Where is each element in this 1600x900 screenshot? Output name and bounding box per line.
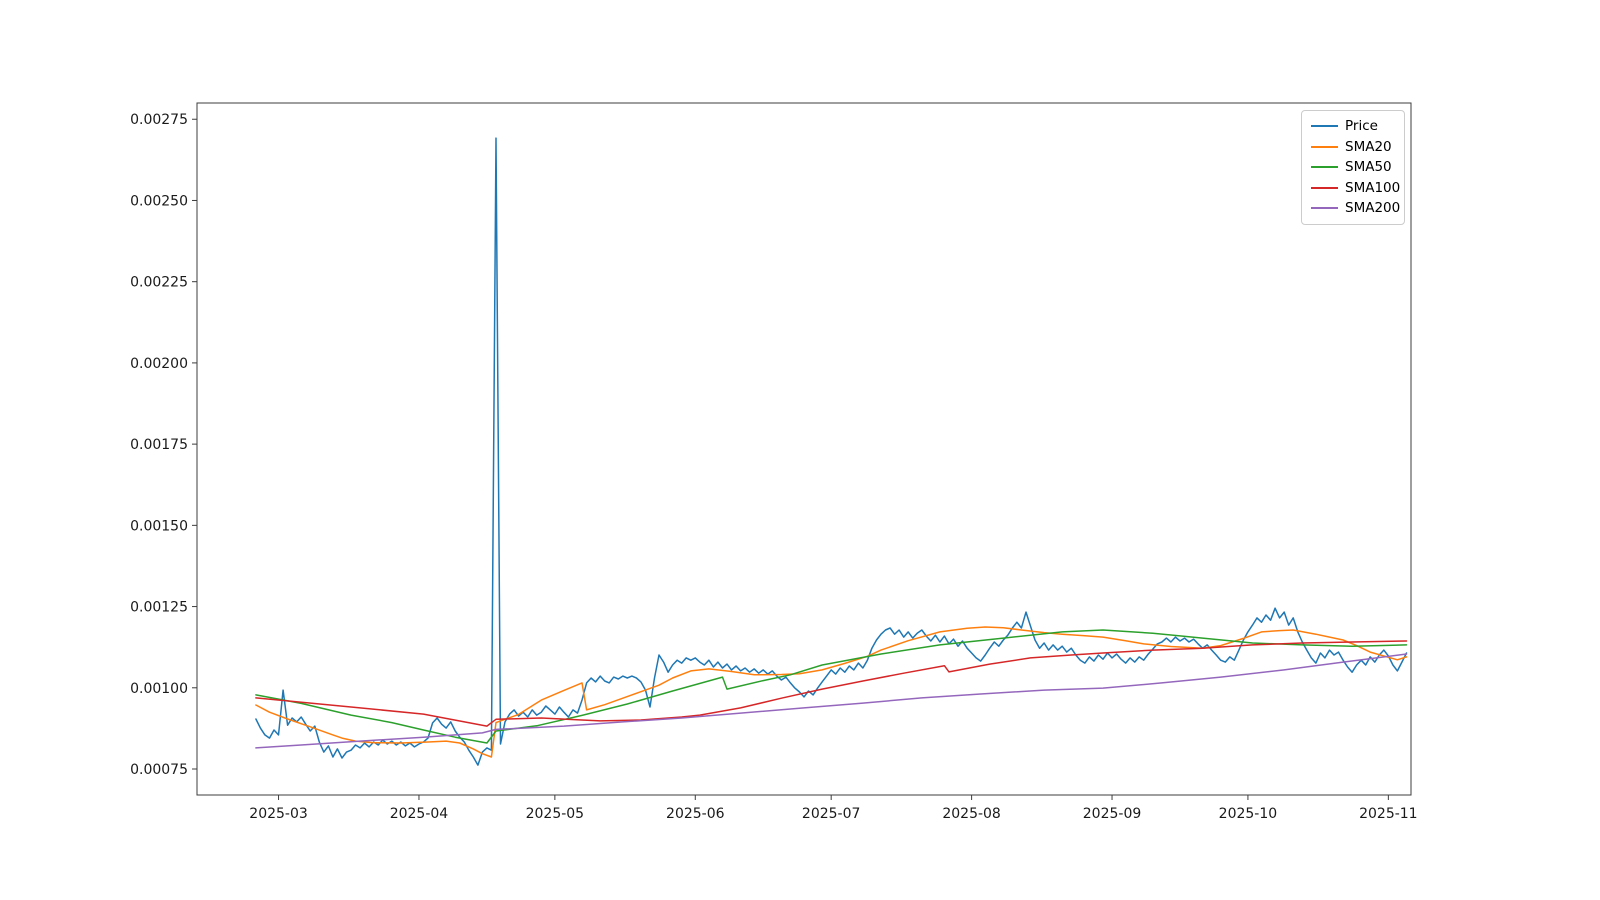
x-tick-label: 2025-08	[942, 806, 1001, 822]
legend: Price SMA20 SMA50 SMA100 SMA200	[1301, 110, 1405, 225]
series-line-sma200	[255, 653, 1408, 749]
y-tick-label: 0.00075	[130, 762, 188, 778]
series-line-sma20	[255, 626, 1408, 758]
legend-swatch-sma200	[1311, 207, 1338, 210]
y-tick-label: 0.00100	[130, 681, 188, 697]
x-tick-label: 2025-10	[1219, 806, 1278, 822]
x-axis: 2025-03 2025-04 2025-05 2025-06 2025-07 2025-…	[249, 795, 1418, 822]
x-tick-label: 2025-03	[249, 806, 308, 822]
legend-item-sma200: SMA200	[1311, 198, 1401, 219]
legend-item-sma100: SMA100	[1311, 178, 1401, 199]
legend-label: SMA50	[1345, 159, 1392, 176]
legend-swatch-sma50	[1311, 166, 1338, 169]
legend-item-sma20: SMA20	[1311, 137, 1397, 158]
x-tick-label: 2025-05	[526, 806, 585, 822]
plot-area-border	[196, 102, 1412, 796]
y-axis: 0.00075 0.00100 0.00125 0.00150 0.00175 0.002…	[130, 112, 197, 778]
y-tick-label: 0.00175	[130, 437, 188, 453]
y-tick-label: 0.00150	[130, 518, 188, 534]
legend-item-price: Price	[1311, 116, 1397, 137]
legend-swatch-price	[1311, 125, 1338, 128]
legend-item-sma50: SMA50	[1311, 157, 1397, 178]
series-lines	[255, 137, 1408, 766]
y-tick-label: 0.00275	[130, 112, 188, 128]
x-tick-label: 2025-04	[390, 806, 449, 822]
legend-swatch-sma20	[1311, 145, 1338, 148]
legend-label: SMA100	[1345, 179, 1401, 196]
y-tick-label: 0.00225	[130, 275, 188, 291]
x-tick-label: 2025-11	[1359, 806, 1418, 822]
legend-label: Price	[1345, 118, 1378, 135]
y-tick-label: 0.00125	[130, 600, 188, 616]
series-line-sma50	[255, 629, 1408, 744]
x-tick-label: 2025-09	[1083, 806, 1142, 822]
y-tick-label: 0.00200	[130, 356, 188, 372]
x-tick-label: 2025-06	[666, 806, 725, 822]
y-tick-label: 0.00250	[130, 193, 188, 209]
legend-label: SMA200	[1345, 200, 1401, 217]
legend-swatch-sma100	[1311, 186, 1338, 189]
series-line-sma100	[255, 640, 1408, 727]
x-tick-label: 2025-07	[802, 806, 861, 822]
legend-label: SMA20	[1345, 138, 1392, 155]
series-line-price	[255, 137, 1408, 766]
